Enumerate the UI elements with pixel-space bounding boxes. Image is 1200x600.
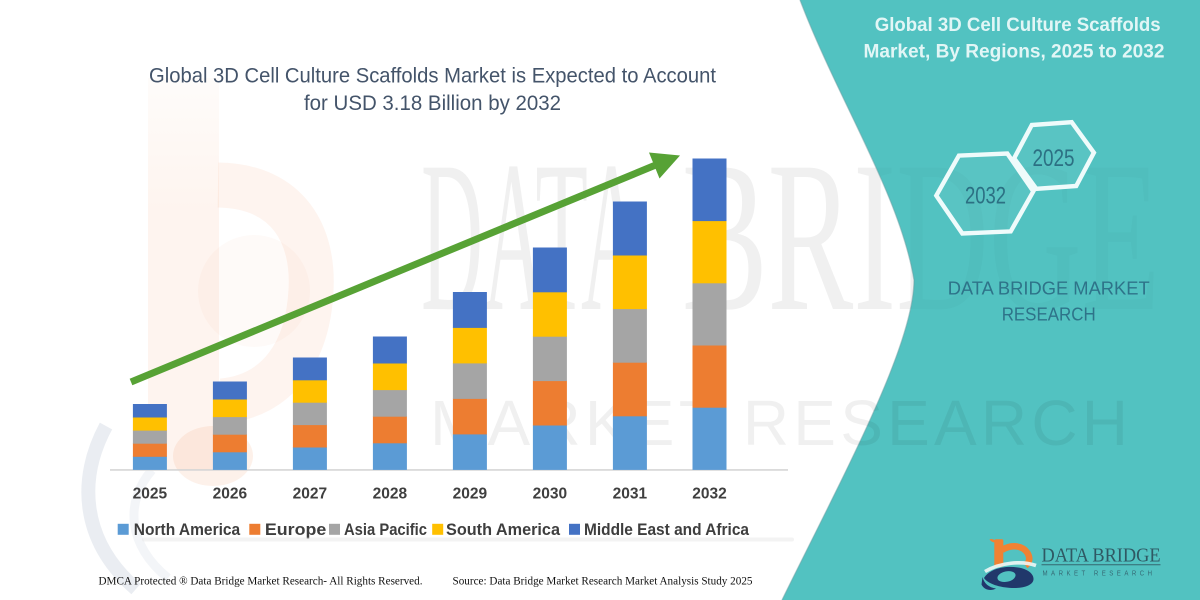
svg-text:South America: South America bbox=[446, 520, 561, 539]
svg-text:2030: 2030 bbox=[533, 486, 568, 503]
svg-text:DATA BRIDGE MARKET: DATA BRIDGE MARKET bbox=[948, 278, 1150, 299]
svg-text:2029: 2029 bbox=[453, 486, 488, 503]
svg-text:Asia Pacific: Asia Pacific bbox=[344, 520, 427, 539]
svg-text:MARKET RESEARCH: MARKET RESEARCH bbox=[1043, 571, 1156, 578]
svg-text:2025: 2025 bbox=[1033, 145, 1075, 172]
svg-text:2032: 2032 bbox=[965, 183, 1006, 210]
svg-text:2026: 2026 bbox=[213, 486, 248, 503]
svg-text:Global 3D Cell Culture Scaffol: Global 3D Cell Culture Scaffolds bbox=[875, 14, 1161, 36]
svg-text:North America: North America bbox=[134, 520, 241, 539]
svg-text:2028: 2028 bbox=[373, 486, 408, 503]
svg-text:2032: 2032 bbox=[692, 486, 727, 503]
svg-text:RESEARCH: RESEARCH bbox=[1002, 304, 1096, 325]
svg-text:2031: 2031 bbox=[613, 486, 648, 503]
svg-text:Middle East and Africa: Middle East and Africa bbox=[584, 520, 749, 539]
svg-text:DATA BRIDGE: DATA BRIDGE bbox=[1042, 545, 1161, 567]
svg-text:Source: Data Bridge Market Res: Source: Data Bridge Market Research Mark… bbox=[453, 574, 753, 588]
svg-text:for USD 3.18 Billion by 2032: for USD 3.18 Billion by 2032 bbox=[304, 91, 561, 115]
svg-text:Global 3D Cell Culture Scaffol: Global 3D Cell Culture Scaffolds Market … bbox=[149, 64, 716, 88]
svg-text:Market, By Regions, 2025 to 20: Market, By Regions, 2025 to 2032 bbox=[864, 41, 1165, 63]
svg-text:Europe: Europe bbox=[265, 520, 326, 539]
svg-text:2027: 2027 bbox=[293, 486, 328, 503]
svg-text:2025: 2025 bbox=[133, 486, 168, 503]
svg-text:DMCA Protected ® Data Bridge M: DMCA Protected ® Data Bridge Market Rese… bbox=[99, 574, 423, 588]
